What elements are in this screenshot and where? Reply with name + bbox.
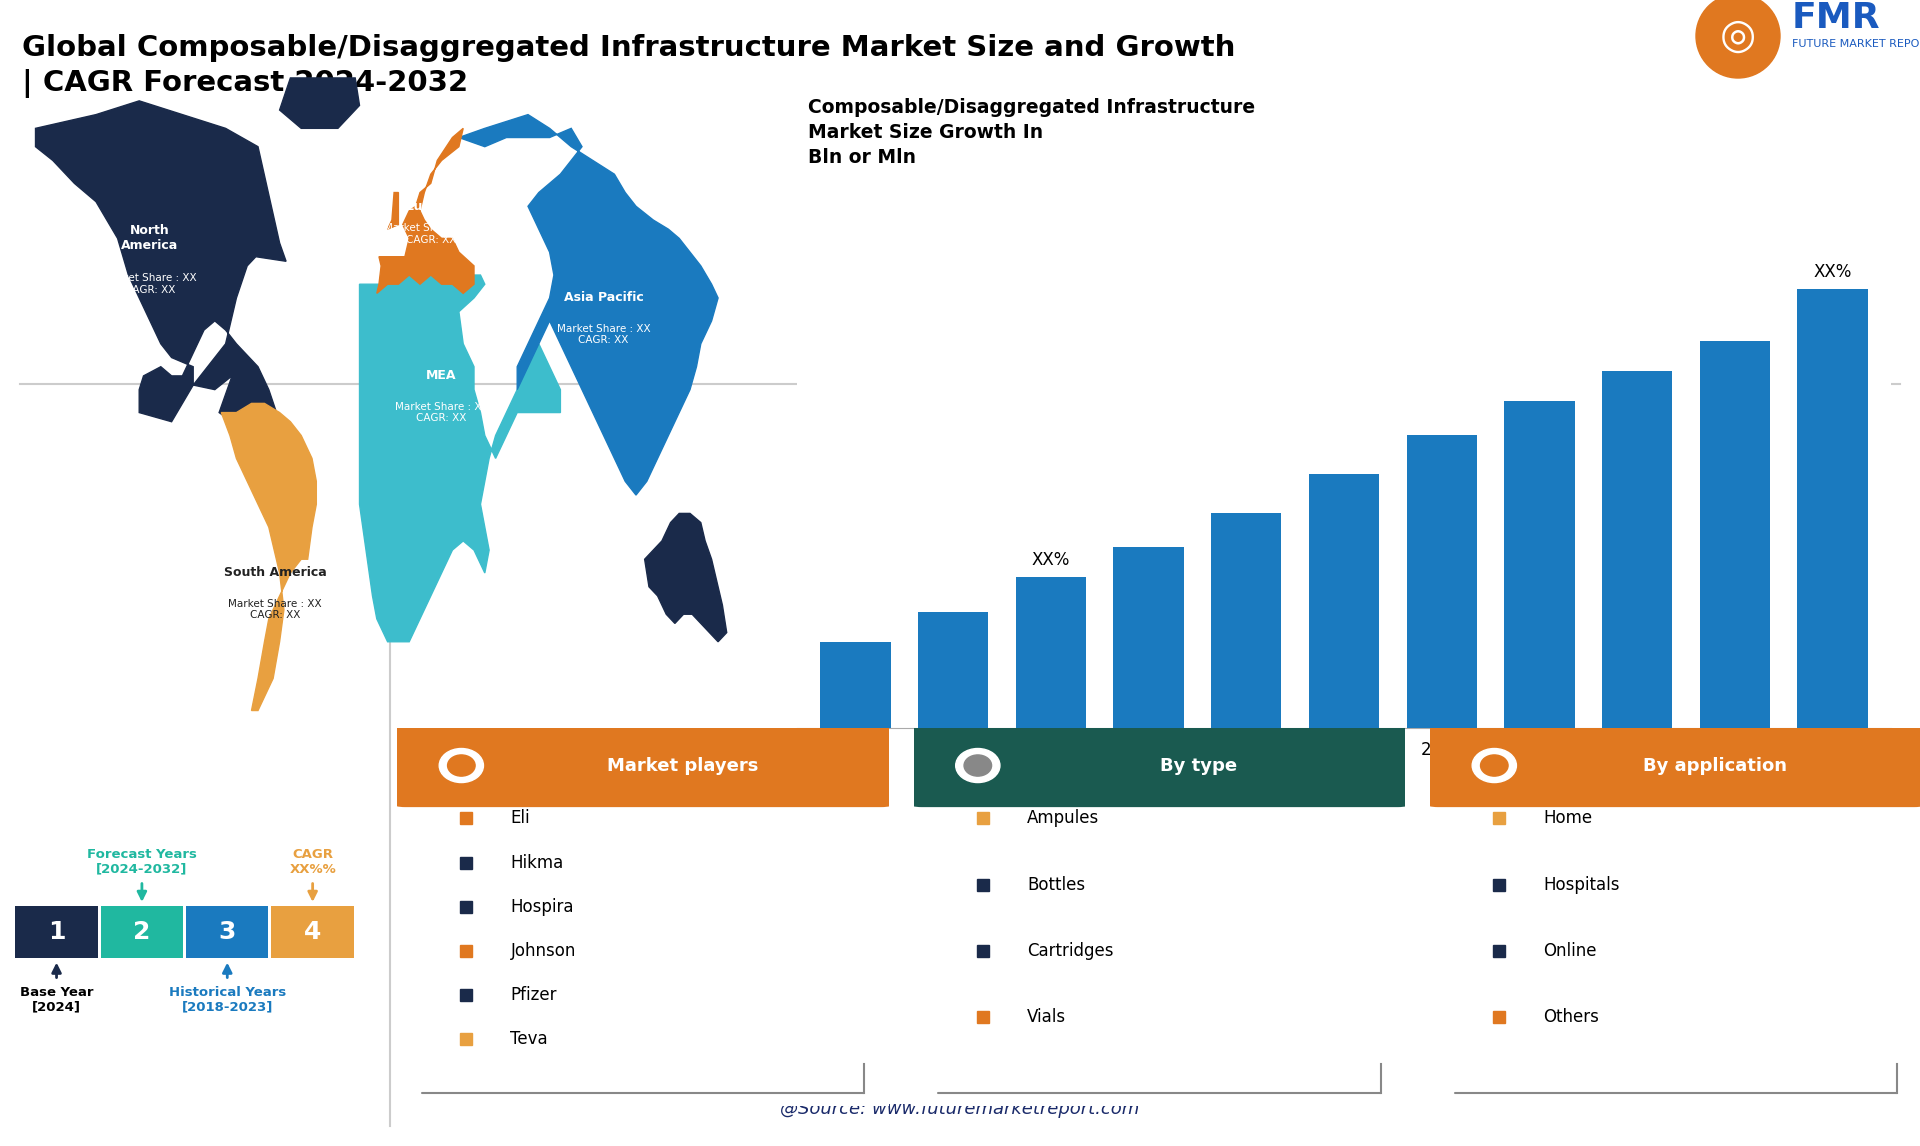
Text: @Source: www.futuremarketreport.com: @Source: www.futuremarketreport.com: [780, 1100, 1140, 1118]
Text: Market players: Market players: [607, 756, 758, 775]
Text: Cartridges: Cartridges: [1027, 942, 1114, 960]
Text: Asia Pacific: Asia Pacific: [564, 291, 643, 305]
Text: Pfizer: Pfizer: [511, 986, 557, 1004]
Text: Vials: Vials: [1027, 1008, 1066, 1026]
Text: Market Share : XX
CAGR: XX: Market Share : XX CAGR: XX: [396, 402, 488, 423]
Text: Johnson: Johnson: [511, 942, 576, 960]
Text: Global Composable/Disaggregated Infrastructure Market Size and Growth: Global Composable/Disaggregated Infrastr…: [21, 34, 1235, 62]
Circle shape: [1473, 748, 1517, 783]
Text: Base Year
[2024]: Base Year [2024]: [19, 986, 94, 1013]
Text: Bottles: Bottles: [1027, 876, 1085, 894]
Text: FMR: FMR: [1791, 1, 1880, 36]
FancyBboxPatch shape: [100, 906, 182, 958]
Bar: [1503, 401, 1574, 728]
Text: Market Share : XX
CAGR: XX: Market Share : XX CAGR: XX: [557, 324, 651, 345]
Polygon shape: [376, 128, 474, 293]
Text: Market Share : XX
CAGR: XX: Market Share : XX CAGR: XX: [104, 274, 198, 295]
Polygon shape: [359, 275, 561, 642]
Circle shape: [1480, 755, 1507, 776]
FancyBboxPatch shape: [271, 906, 353, 958]
Bar: [1797, 289, 1868, 728]
Text: Hospira: Hospira: [511, 897, 574, 916]
FancyBboxPatch shape: [186, 906, 269, 958]
Polygon shape: [221, 403, 317, 711]
Text: XX%: XX%: [1031, 551, 1069, 570]
Text: Hikma: Hikma: [511, 854, 564, 872]
Text: 3: 3: [219, 920, 236, 944]
Text: Historical Years
[2018-2023]: Historical Years [2018-2023]: [169, 986, 286, 1013]
FancyBboxPatch shape: [386, 724, 900, 807]
Polygon shape: [645, 513, 726, 642]
Circle shape: [447, 755, 474, 776]
Circle shape: [956, 748, 1000, 783]
Bar: [1407, 435, 1476, 728]
Text: XX%: XX%: [1812, 264, 1851, 281]
Text: Market Share : XX
CAGR: XX: Market Share : XX CAGR: XX: [228, 599, 323, 620]
Text: 1: 1: [48, 920, 65, 944]
Circle shape: [964, 755, 991, 776]
Bar: [1114, 547, 1185, 728]
Bar: [1309, 474, 1379, 728]
Bar: [820, 642, 891, 728]
Polygon shape: [280, 78, 359, 128]
Text: FUTURE MARKET REPORT: FUTURE MARKET REPORT: [1791, 39, 1920, 49]
Text: CAGR
XX%%: CAGR XX%%: [290, 848, 336, 876]
Bar: [918, 612, 989, 728]
Bar: [1212, 512, 1281, 728]
Text: 4: 4: [303, 920, 321, 944]
Polygon shape: [459, 115, 718, 495]
Text: MEA: MEA: [426, 369, 457, 383]
Text: South America: South America: [225, 566, 326, 580]
FancyBboxPatch shape: [906, 748, 1413, 1112]
Bar: [1016, 578, 1087, 728]
Text: Hospitals: Hospitals: [1544, 876, 1620, 894]
FancyBboxPatch shape: [1419, 724, 1920, 807]
Text: Teva: Teva: [511, 1030, 547, 1049]
FancyBboxPatch shape: [902, 724, 1417, 807]
Polygon shape: [36, 101, 286, 449]
Text: Forecast Years
[2024-2032]: Forecast Years [2024-2032]: [86, 848, 198, 876]
Circle shape: [1695, 0, 1780, 78]
Text: Eli: Eli: [511, 809, 530, 827]
FancyBboxPatch shape: [1423, 748, 1920, 1112]
Text: By application: By application: [1644, 756, 1788, 775]
Bar: [1699, 340, 1770, 728]
Text: ◎: ◎: [1720, 15, 1757, 57]
Bar: [1601, 371, 1672, 728]
Polygon shape: [388, 193, 399, 229]
Text: North
America: North America: [121, 225, 179, 252]
Text: 2: 2: [132, 920, 150, 944]
Text: By type: By type: [1160, 756, 1238, 775]
Text: Others: Others: [1544, 1008, 1599, 1026]
Text: Online: Online: [1544, 942, 1597, 960]
Circle shape: [440, 748, 484, 783]
Text: Ampules: Ampules: [1027, 809, 1100, 827]
Text: | CAGR Forecast 2024-2032: | CAGR Forecast 2024-2032: [21, 69, 468, 99]
FancyBboxPatch shape: [390, 748, 897, 1112]
FancyBboxPatch shape: [15, 906, 98, 958]
Text: Europe: Europe: [407, 199, 455, 213]
Text: Home: Home: [1544, 809, 1592, 827]
Text: Market Share : XX
CAGR: XX: Market Share : XX CAGR: XX: [384, 223, 478, 244]
Text: Composable/Disaggregated Infrastructure
Market Size Growth In
Bln or Mln: Composable/Disaggregated Infrastructure …: [808, 99, 1256, 167]
